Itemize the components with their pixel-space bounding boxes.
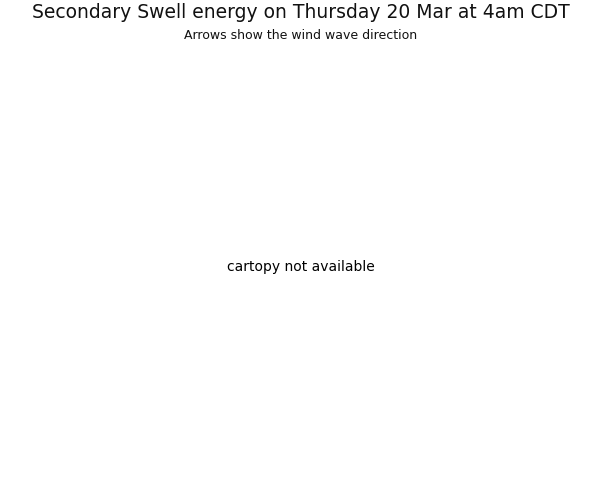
Text: Secondary Swell energy on Thursday 20 Mar at 4am CDT: Secondary Swell energy on Thursday 20 Ma…: [32, 3, 569, 22]
Text: Arrows show the wind wave direction: Arrows show the wind wave direction: [184, 28, 417, 41]
Text: cartopy not available: cartopy not available: [227, 260, 374, 273]
